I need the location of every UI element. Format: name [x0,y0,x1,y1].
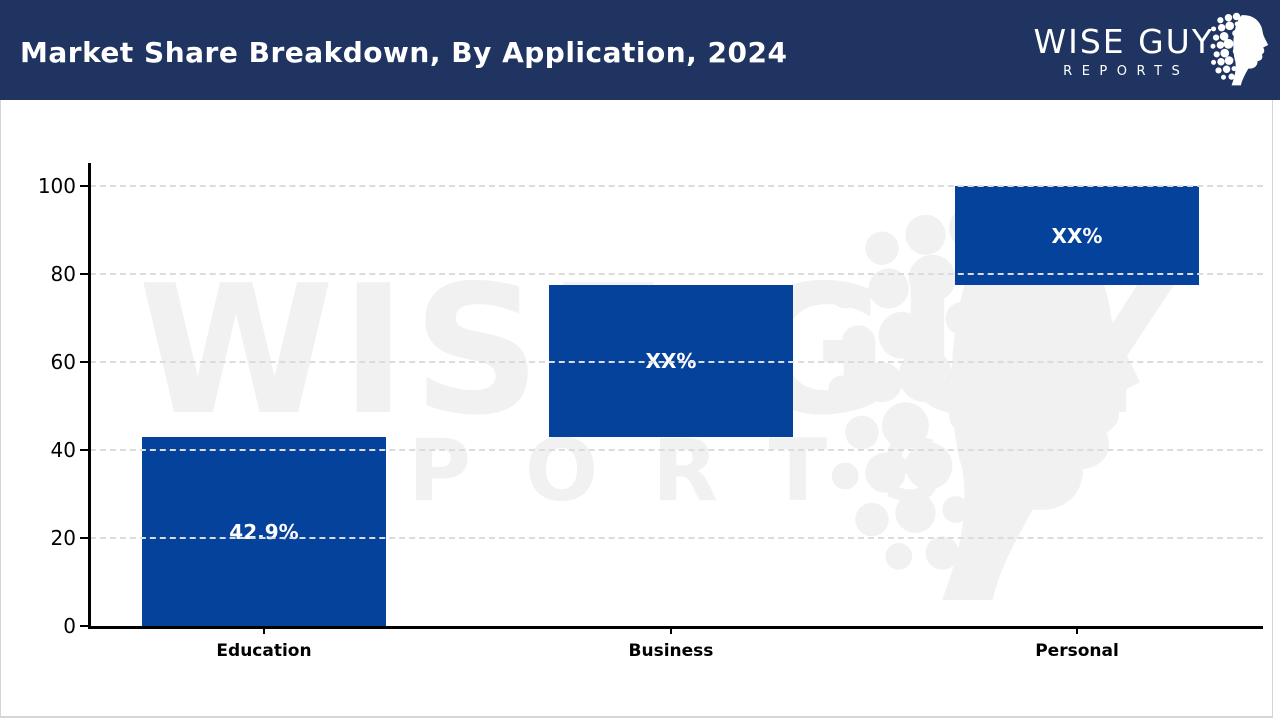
y-tick-label: 40 [50,438,76,462]
y-tick-mark [80,537,90,539]
y-tick-label: 20 [50,526,76,550]
y-tick-label: 100 [37,174,76,198]
x-tick-mark [1076,626,1078,634]
logo-subtext: REPORTS [1063,63,1190,79]
header: Market Share Breakdown, By Application, … [0,0,1280,100]
gridline-80 [90,273,1263,275]
y-axis-line [88,163,91,629]
bar-personal: XX% [955,186,1199,285]
y-tick-mark [80,361,90,363]
x-category-label: Personal [1035,641,1119,661]
y-tick-mark [80,625,90,627]
gridline-100 [90,185,1263,187]
y-tick-mark [80,273,90,275]
x-tick-mark [263,626,265,634]
chart-title: Market Share Breakdown, By Application, … [20,36,788,69]
y-tick-label: 80 [50,262,76,286]
y-tick-mark [80,449,90,451]
wise-guy-logo: WISE GUY REPORTS [1033,6,1270,94]
y-tick-label: 0 [63,614,76,638]
bar-value-label: XX% [1051,223,1103,248]
x-category-label: Education [216,641,312,661]
y-tick-mark [80,185,90,187]
x-category-label: Business [628,641,714,661]
logo-wordmark: WISE GUY [1033,21,1214,61]
x-axis-line [88,626,1263,629]
logo-text: WISE GUY REPORTS [1033,22,1214,79]
logo-head-icon [1210,12,1269,86]
gridline-60 [90,361,1263,363]
gridline-40 [90,449,1263,451]
gridline-20 [90,537,1263,539]
y-tick-label: 60 [50,350,76,374]
bar-education: 42.9% [142,437,386,626]
bar-value-label: 42.9% [229,519,299,544]
x-tick-mark [670,626,672,634]
